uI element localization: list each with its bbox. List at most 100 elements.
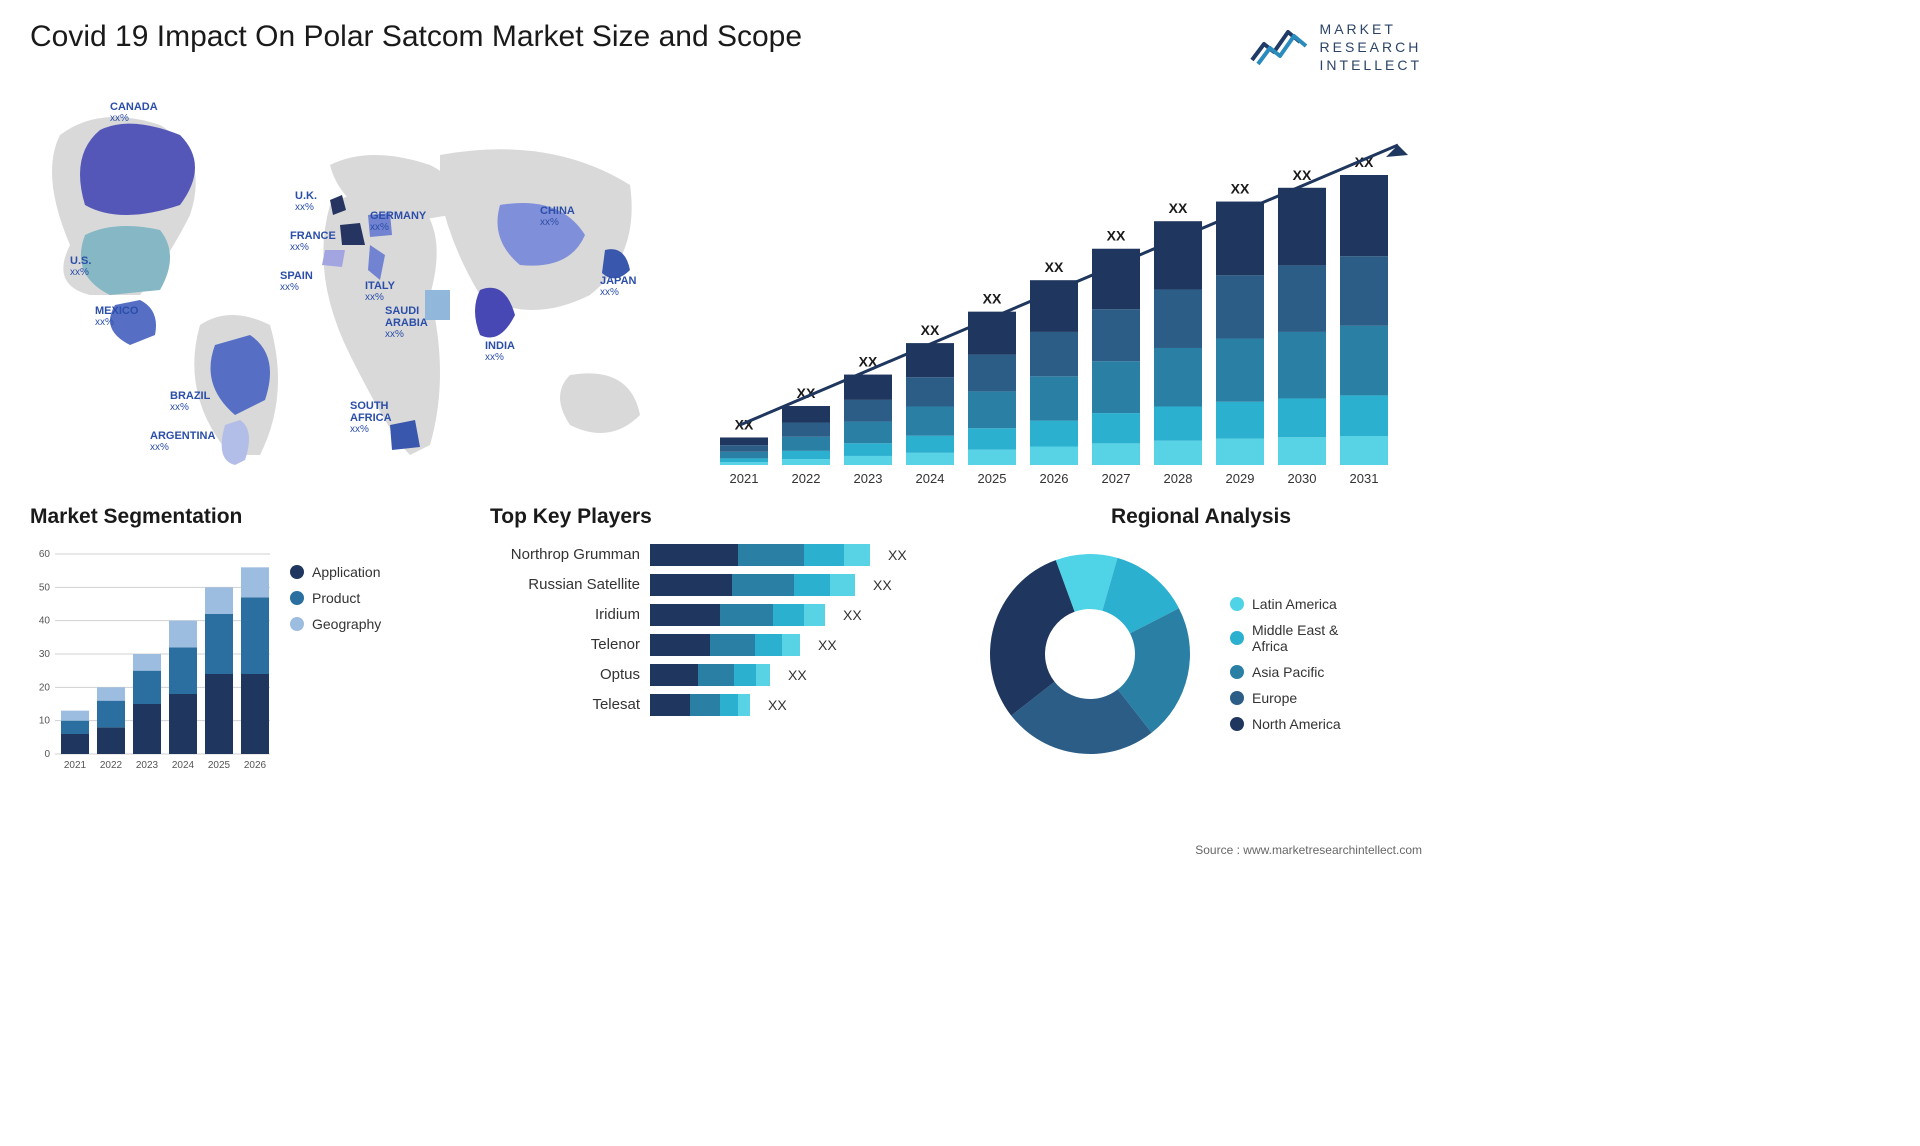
regional-legend: Latin AmericaMiddle East &AfricaAsia Pac… xyxy=(1230,596,1341,732)
player-row: Telenor XX xyxy=(490,634,910,656)
players-title: Top Key Players xyxy=(490,505,940,529)
logo-line2: RESEARCH xyxy=(1320,38,1422,56)
player-name: Iridium xyxy=(490,606,640,623)
svg-text:2021: 2021 xyxy=(730,471,759,486)
player-bar-seg xyxy=(650,634,710,656)
player-bar-seg xyxy=(804,604,825,626)
players-chart: Northrop GrummanXXRussian SatelliteXXIri… xyxy=(490,544,910,716)
player-bar-seg xyxy=(720,694,738,716)
world-map: CANADAxx%U.S.xx%MEXICOxx%BRAZILxx%ARGENT… xyxy=(30,95,650,475)
map-label: JAPANxx% xyxy=(600,275,636,298)
legend-label: Geography xyxy=(312,616,381,632)
player-bar xyxy=(650,634,800,656)
legend-item: Application xyxy=(290,564,381,580)
player-bar-seg xyxy=(830,574,855,596)
player-row: OptusXX xyxy=(490,664,910,686)
legend-item: Asia Pacific xyxy=(1230,664,1341,680)
svg-text:2022: 2022 xyxy=(100,760,123,771)
player-bar-seg xyxy=(720,604,773,626)
growth-chart-svg: XX2021XX2022XX2023XX2024XX2025XX2026XX20… xyxy=(710,115,1410,495)
legend-label: Europe xyxy=(1252,690,1297,706)
swatch-icon xyxy=(290,617,304,631)
map-label: ITALYxx% xyxy=(365,280,395,303)
svg-text:XX: XX xyxy=(1293,166,1312,182)
donut-svg xyxy=(980,544,1200,764)
segmentation-legend: Application Product Geography xyxy=(290,564,381,632)
player-name: Russian Satellite xyxy=(490,576,640,593)
growth-chart: XX2021XX2022XX2023XX2024XX2025XX2026XX20… xyxy=(710,95,1410,475)
logo-text: MARKET RESEARCH INTELLECT xyxy=(1320,20,1422,75)
player-bar-seg xyxy=(650,664,698,686)
bottom-row: Market Segmentation 01020304050602021202… xyxy=(30,505,1422,774)
map-label: ARGENTINAxx% xyxy=(150,430,215,453)
player-row: TelesatXX xyxy=(490,694,910,716)
map-label: GERMANYxx% xyxy=(370,210,426,233)
svg-text:2023: 2023 xyxy=(136,760,159,771)
player-bar-seg xyxy=(756,664,770,686)
svg-text:50: 50 xyxy=(39,582,51,593)
top-row: CANADAxx%U.S.xx%MEXICOxx%BRAZILxx%ARGENT… xyxy=(30,95,1422,475)
swatch-icon xyxy=(1230,631,1244,645)
player-bar-seg xyxy=(650,544,738,566)
map-label: CANADAxx% xyxy=(110,101,158,124)
player-value: XX xyxy=(768,697,787,713)
swatch-icon xyxy=(1230,691,1244,705)
player-value: XX xyxy=(843,607,862,623)
svg-text:2030: 2030 xyxy=(1288,471,1317,486)
player-bar-seg xyxy=(755,634,782,656)
svg-text:2023: 2023 xyxy=(854,471,883,486)
player-bar xyxy=(650,544,870,566)
svg-text:0: 0 xyxy=(44,749,50,760)
player-bar-seg xyxy=(710,634,755,656)
player-bar-seg xyxy=(698,664,734,686)
legend-item: Europe xyxy=(1230,690,1341,706)
svg-text:XX: XX xyxy=(1045,259,1064,275)
map-svg xyxy=(30,95,650,475)
svg-text:2022: 2022 xyxy=(792,471,821,486)
logo-line3: INTELLECT xyxy=(1320,56,1422,74)
player-name: Telenor xyxy=(490,636,640,653)
svg-text:2026: 2026 xyxy=(244,760,267,771)
player-name: Optus xyxy=(490,666,640,683)
brand-logo: MARKET RESEARCH INTELLECT xyxy=(1250,20,1422,75)
legend-label: Middle East &Africa xyxy=(1252,622,1338,654)
svg-text:40: 40 xyxy=(39,615,51,626)
regional-section: Regional Analysis Latin AmericaMiddle Ea… xyxy=(980,505,1422,774)
map-label: CHINAxx% xyxy=(540,205,575,228)
svg-text:XX: XX xyxy=(1231,180,1250,196)
player-bar xyxy=(650,664,770,686)
segmentation-svg: 0102030405060202120222023202420252026 xyxy=(30,544,270,774)
svg-text:2026: 2026 xyxy=(1040,471,1069,486)
segmentation-chart: 0102030405060202120222023202420252026 xyxy=(30,544,270,774)
svg-text:XX: XX xyxy=(1107,227,1126,243)
legend-item: Geography xyxy=(290,616,381,632)
svg-text:2027: 2027 xyxy=(1102,471,1131,486)
map-label: SOUTHAFRICAxx% xyxy=(350,400,392,435)
player-bar xyxy=(650,604,825,626)
svg-text:2031: 2031 xyxy=(1350,471,1379,486)
player-bar-seg xyxy=(804,544,844,566)
player-bar xyxy=(650,574,855,596)
player-bar-seg xyxy=(794,574,831,596)
legend-label: Product xyxy=(312,590,360,606)
svg-text:2025: 2025 xyxy=(978,471,1007,486)
legend-label: Application xyxy=(312,564,381,580)
svg-text:2021: 2021 xyxy=(64,760,87,771)
player-value: XX xyxy=(818,637,837,653)
player-bar-seg xyxy=(738,694,750,716)
swatch-icon xyxy=(1230,717,1244,731)
legend-label: North America xyxy=(1252,716,1341,732)
map-label: SAUDIARABIAxx% xyxy=(385,305,428,340)
svg-text:60: 60 xyxy=(39,549,51,560)
segmentation-title: Market Segmentation xyxy=(30,505,450,529)
logo-icon xyxy=(1250,22,1310,72)
swatch-icon xyxy=(1230,597,1244,611)
player-bar-seg xyxy=(782,634,800,656)
swatch-icon xyxy=(290,565,304,579)
player-value: XX xyxy=(873,577,892,593)
player-bar-seg xyxy=(734,664,756,686)
source-attribution: Source : www.marketresearchintellect.com xyxy=(1195,843,1422,857)
player-bar-seg xyxy=(650,574,732,596)
player-value: XX xyxy=(888,547,907,563)
player-bar-seg xyxy=(650,694,690,716)
